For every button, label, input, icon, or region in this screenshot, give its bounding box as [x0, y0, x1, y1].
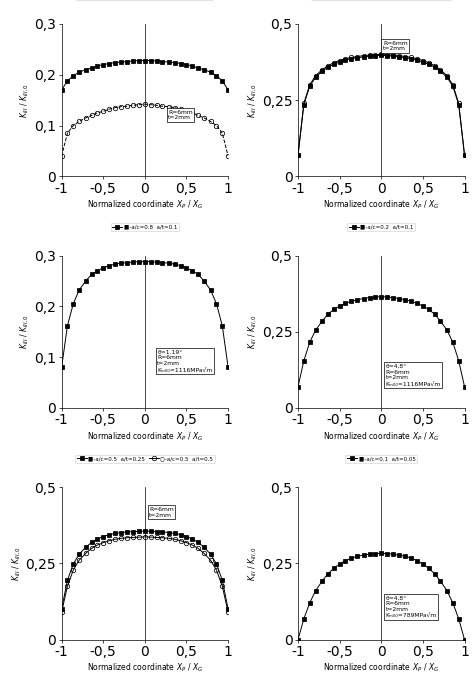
- Legend: ■-a/c=0.2  a/t=0.1: ■-a/c=0.2 a/t=0.1: [347, 223, 416, 231]
- X-axis label: Normalized coordinate $X_P$ / $X_G$: Normalized coordinate $X_P$ / $X_G$: [323, 430, 439, 443]
- Text: R=6mm
t=2mm: R=6mm t=2mm: [168, 109, 193, 120]
- Text: θ=4,8°
R=6mm
t=2mm
Kₘ₀₀=1116MPa√m: θ=4,8° R=6mm t=2mm Kₘ₀₀=1116MPa√m: [385, 364, 441, 386]
- Y-axis label: $K_{III}$ / $K_{III,0}$: $K_{III}$ / $K_{III,0}$: [19, 314, 31, 350]
- X-axis label: Normalized coordinate $X_P$ / $X_G$: Normalized coordinate $X_P$ / $X_G$: [87, 430, 203, 443]
- Text: R=6mm
t=2mm: R=6mm t=2mm: [149, 507, 174, 518]
- Text: θ=1.19°
R=6mm
t=2mm
Kₘ₀₀=1116MPa√m: θ=1.19° R=6mm t=2mm Kₘ₀₀=1116MPa√m: [157, 350, 213, 372]
- Legend: ■-a/c=0.1  a/t=0.05: ■-a/c=0.1 a/t=0.05: [346, 455, 417, 463]
- X-axis label: Normalized coordinate $X_P$ / $X_G$: Normalized coordinate $X_P$ / $X_G$: [323, 662, 439, 674]
- Y-axis label: $K_{III}$ / $K_{III,0}$: $K_{III}$ / $K_{III,0}$: [247, 546, 259, 581]
- Text: R=6mm
t=2mm: R=6mm t=2mm: [383, 40, 408, 51]
- Legend: ■-a/c=0.8  a/t=0.1: ■-a/c=0.8 a/t=0.1: [110, 223, 179, 231]
- Y-axis label: $K_{III}$ / $K_{III,0}$: $K_{III}$ / $K_{III,0}$: [247, 83, 259, 118]
- X-axis label: Normalized coordinate $X_P$ / $X_G$: Normalized coordinate $X_P$ / $X_G$: [87, 198, 203, 211]
- X-axis label: Normalized coordinate $X_P$ / $X_G$: Normalized coordinate $X_P$ / $X_G$: [323, 198, 439, 211]
- Y-axis label: $K_{III}$ / $K_{III,0}$: $K_{III}$ / $K_{III,0}$: [10, 546, 23, 581]
- X-axis label: Normalized coordinate $X_P$ / $X_G$: Normalized coordinate $X_P$ / $X_G$: [87, 662, 203, 674]
- Y-axis label: $K_{III}$ / $K_{III,0}$: $K_{III}$ / $K_{III,0}$: [247, 314, 259, 350]
- Y-axis label: $K_{III}$ / $K_{III,0}$: $K_{III}$ / $K_{III,0}$: [19, 83, 31, 118]
- Legend: ■-a/c=0.5  a/t=0.25, ○-a/c=0.5  a/t=0.5: ■-a/c=0.5 a/t=0.25, ○-a/c=0.5 a/t=0.5: [75, 455, 215, 463]
- Text: θ=4,8°
R=6mm
t=2mm
Kₘ₀₀=789MPa√m: θ=4,8° R=6mm t=2mm Kₘ₀₀=789MPa√m: [385, 596, 437, 618]
